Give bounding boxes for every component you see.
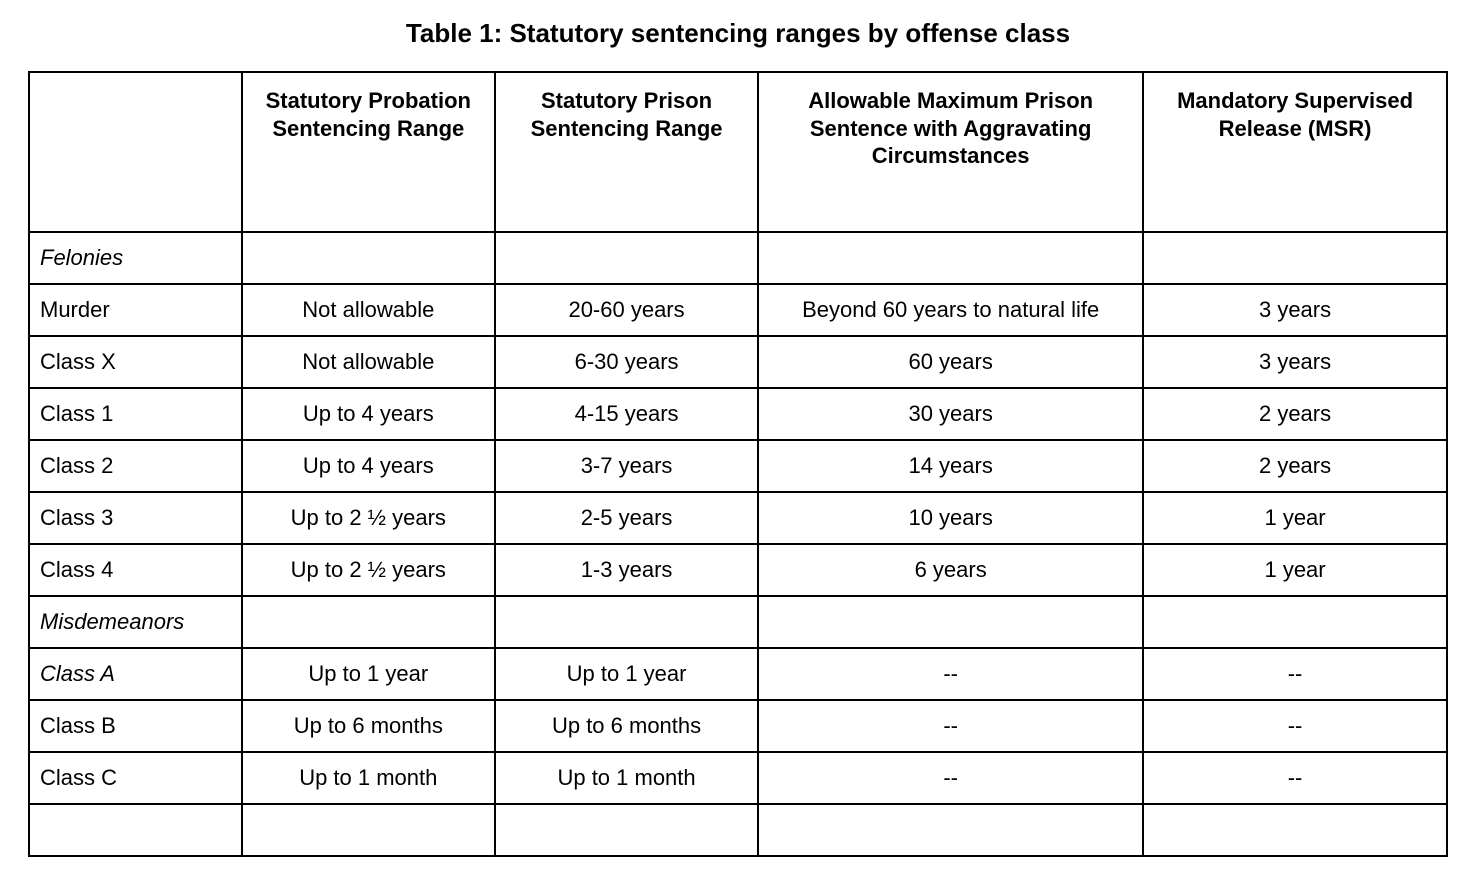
cell: Felonies <box>29 232 242 284</box>
table-row: Class X Not allowable 6-30 years 60 year… <box>29 336 1447 388</box>
cell: 3 years <box>1143 336 1447 388</box>
cell: -- <box>758 700 1143 752</box>
cell: Class A <box>29 648 242 700</box>
cell: 60 years <box>758 336 1143 388</box>
cell <box>242 232 495 284</box>
cell: Class 2 <box>29 440 242 492</box>
cell <box>758 804 1143 856</box>
cell <box>1143 596 1447 648</box>
cell: 2 years <box>1143 440 1447 492</box>
table-row: Class 3 Up to 2 ½ years 2-5 years 10 yea… <box>29 492 1447 544</box>
cell: Up to 1 month <box>495 752 758 804</box>
cell: Class B <box>29 700 242 752</box>
cell: Up to 1 month <box>242 752 495 804</box>
cell: 1 year <box>1143 544 1447 596</box>
cell: Misdemeanors <box>29 596 242 648</box>
cell: 6 years <box>758 544 1143 596</box>
cell <box>29 804 242 856</box>
cell <box>242 804 495 856</box>
table-title: Table 1: Statutory sentencing ranges by … <box>28 18 1448 49</box>
cell: Up to 6 months <box>495 700 758 752</box>
cell: -- <box>758 648 1143 700</box>
col-header-msr: Mandatory Supervised Release (MSR) <box>1143 72 1447 232</box>
cell: Class X <box>29 336 242 388</box>
cell: -- <box>1143 752 1447 804</box>
table-row: Murder Not allowable 20-60 years Beyond … <box>29 284 1447 336</box>
cell: Class 4 <box>29 544 242 596</box>
table-body: Felonies Murder Not allowable 20-60 year… <box>29 232 1447 856</box>
cell: -- <box>1143 700 1447 752</box>
cell <box>758 232 1143 284</box>
table-row <box>29 804 1447 856</box>
table-row: Class 4 Up to 2 ½ years 1-3 years 6 year… <box>29 544 1447 596</box>
cell <box>495 804 758 856</box>
cell: -- <box>758 752 1143 804</box>
col-header-aggravating: Allowable Maximum Prison Sentence with A… <box>758 72 1143 232</box>
cell <box>1143 232 1447 284</box>
table-row: Class 2 Up to 4 years 3-7 years 14 years… <box>29 440 1447 492</box>
table-header-row: Statutory Probation Sentencing Range Sta… <box>29 72 1447 232</box>
cell <box>495 232 758 284</box>
cell: Up to 6 months <box>242 700 495 752</box>
cell: Murder <box>29 284 242 336</box>
cell <box>495 596 758 648</box>
cell <box>758 596 1143 648</box>
table-row: Class B Up to 6 months Up to 6 months --… <box>29 700 1447 752</box>
page-wrap: Table 1: Statutory sentencing ranges by … <box>0 0 1476 885</box>
table-row: Class C Up to 1 month Up to 1 month -- -… <box>29 752 1447 804</box>
cell: Up to 2 ½ years <box>242 492 495 544</box>
cell: 4-15 years <box>495 388 758 440</box>
col-header-offense <box>29 72 242 232</box>
cell: 2 years <box>1143 388 1447 440</box>
table-row: Class 1 Up to 4 years 4-15 years 30 year… <box>29 388 1447 440</box>
cell: 1 year <box>1143 492 1447 544</box>
cell: 3 years <box>1143 284 1447 336</box>
cell: Up to 2 ½ years <box>242 544 495 596</box>
table-row: Felonies <box>29 232 1447 284</box>
cell: Class 1 <box>29 388 242 440</box>
col-header-prison: Statutory Prison Sentencing Range <box>495 72 758 232</box>
cell: Up to 4 years <box>242 388 495 440</box>
cell: -- <box>1143 648 1447 700</box>
cell: 20-60 years <box>495 284 758 336</box>
cell: 14 years <box>758 440 1143 492</box>
cell: Up to 4 years <box>242 440 495 492</box>
cell: 6-30 years <box>495 336 758 388</box>
cell: 30 years <box>758 388 1143 440</box>
cell <box>242 596 495 648</box>
cell: Not allowable <box>242 284 495 336</box>
cell: 2-5 years <box>495 492 758 544</box>
table-row: Class A Up to 1 year Up to 1 year -- -- <box>29 648 1447 700</box>
cell: 1-3 years <box>495 544 758 596</box>
table-row: Misdemeanors <box>29 596 1447 648</box>
cell: Beyond 60 years to natural life <box>758 284 1143 336</box>
cell: Up to 1 year <box>495 648 758 700</box>
cell: Not allowable <box>242 336 495 388</box>
col-header-probation: Statutory Probation Sentencing Range <box>242 72 495 232</box>
cell: Class 3 <box>29 492 242 544</box>
cell: Up to 1 year <box>242 648 495 700</box>
sentencing-table: Statutory Probation Sentencing Range Sta… <box>28 71 1448 857</box>
cell: 3-7 years <box>495 440 758 492</box>
cell: 10 years <box>758 492 1143 544</box>
cell <box>1143 804 1447 856</box>
cell: Class C <box>29 752 242 804</box>
